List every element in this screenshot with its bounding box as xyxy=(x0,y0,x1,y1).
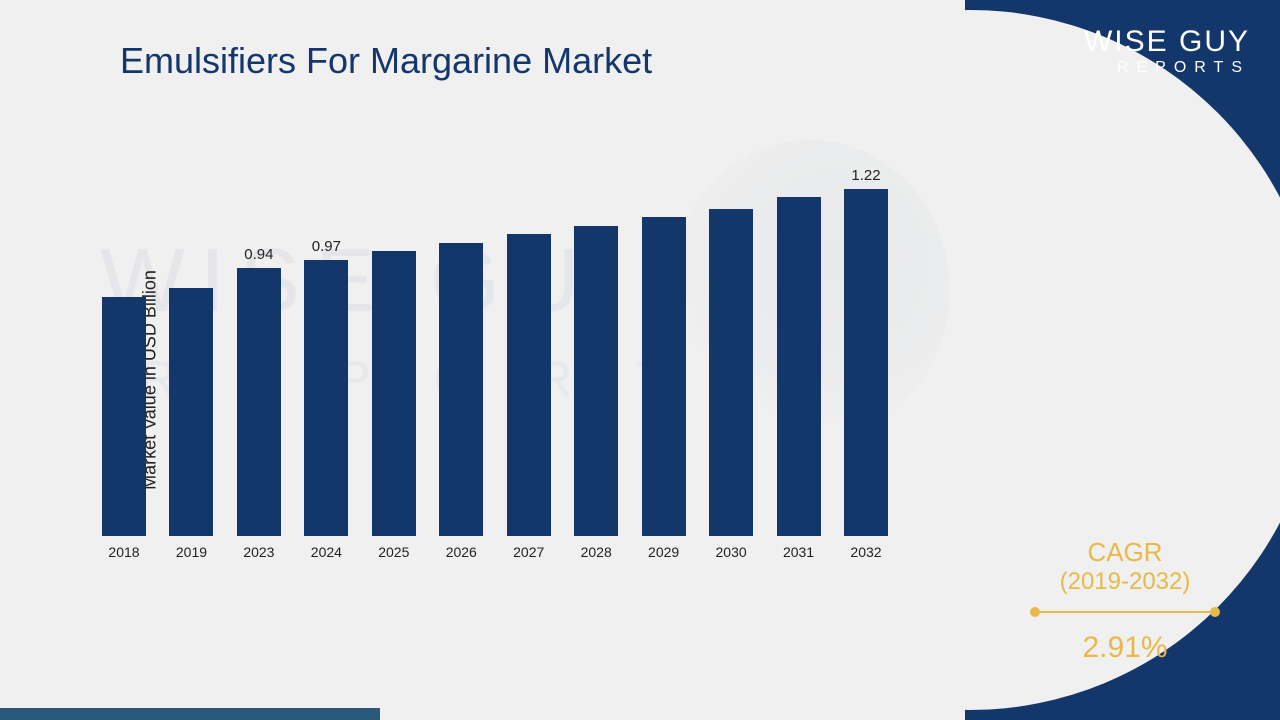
bar-group: 1.22 2032 xyxy=(837,167,895,560)
x-axis-tick-label: 2030 xyxy=(716,544,747,560)
x-axis-tick-label: 2019 xyxy=(176,544,207,560)
x-axis-tick-label: 2031 xyxy=(783,544,814,560)
chart-container: Market Value in USD Billion 201820190.94… xyxy=(70,160,900,600)
x-axis-tick-label: 2027 xyxy=(513,544,544,560)
bar xyxy=(709,209,753,536)
bar-group: 2027 xyxy=(500,212,558,560)
x-axis-tick-label: 2032 xyxy=(850,544,881,560)
bar-group: 2030 xyxy=(702,187,760,560)
bar-group: 2018 xyxy=(95,275,153,560)
x-axis-tick-label: 2018 xyxy=(108,544,139,560)
cagr-section: CAGR (2019-2032) 2.91% xyxy=(1015,537,1235,665)
x-axis-tick-label: 2025 xyxy=(378,544,409,560)
bar xyxy=(777,197,821,536)
bar xyxy=(102,297,146,536)
bar-group: 2025 xyxy=(365,229,423,560)
bar xyxy=(169,288,213,536)
bar-group: 0.94 2023 xyxy=(230,246,288,560)
logo-sub-text: REPORTS xyxy=(1084,59,1250,77)
bar-value-label: 1.22 xyxy=(851,167,880,185)
bar xyxy=(237,268,281,536)
x-axis-tick-label: 2026 xyxy=(446,544,477,560)
chart-title: Emulsifiers For Margarine Market xyxy=(120,40,652,82)
x-axis-tick-label: 2024 xyxy=(311,544,342,560)
bar xyxy=(507,234,551,536)
bottom-accent-bar xyxy=(0,708,380,720)
cagr-years: (2019-2032) xyxy=(1015,568,1235,596)
bar-group: 2028 xyxy=(567,204,625,560)
logo-main-text: WISE GUY xyxy=(1084,25,1250,59)
bar xyxy=(844,189,888,536)
cagr-divider-line xyxy=(1035,611,1215,613)
bar-group: 2019 xyxy=(162,266,220,560)
bar-group: 2026 xyxy=(432,221,490,560)
bar-group: 0.97 2024 xyxy=(297,238,355,560)
bar-group: 2029 xyxy=(635,195,693,560)
x-axis-tick-label: 2023 xyxy=(243,544,274,560)
bar-value-label: 0.94 xyxy=(244,246,273,264)
bar xyxy=(439,243,483,536)
cagr-title: CAGR xyxy=(1015,537,1235,568)
bar xyxy=(574,226,618,536)
x-axis-tick-label: 2029 xyxy=(648,544,679,560)
x-axis-tick-label: 2028 xyxy=(581,544,612,560)
bar-group: 2031 xyxy=(770,175,828,560)
bar xyxy=(304,260,348,536)
bar-value-label: 0.97 xyxy=(312,238,341,256)
cagr-value: 2.91% xyxy=(1015,631,1235,665)
bar xyxy=(642,217,686,536)
plot-area: 2018 2019 0.94 2023 0.97 2024 2025 2026 2027 2028… xyxy=(90,160,900,560)
bar xyxy=(372,251,416,536)
logo: WISE GUY REPORTS xyxy=(1084,25,1250,77)
